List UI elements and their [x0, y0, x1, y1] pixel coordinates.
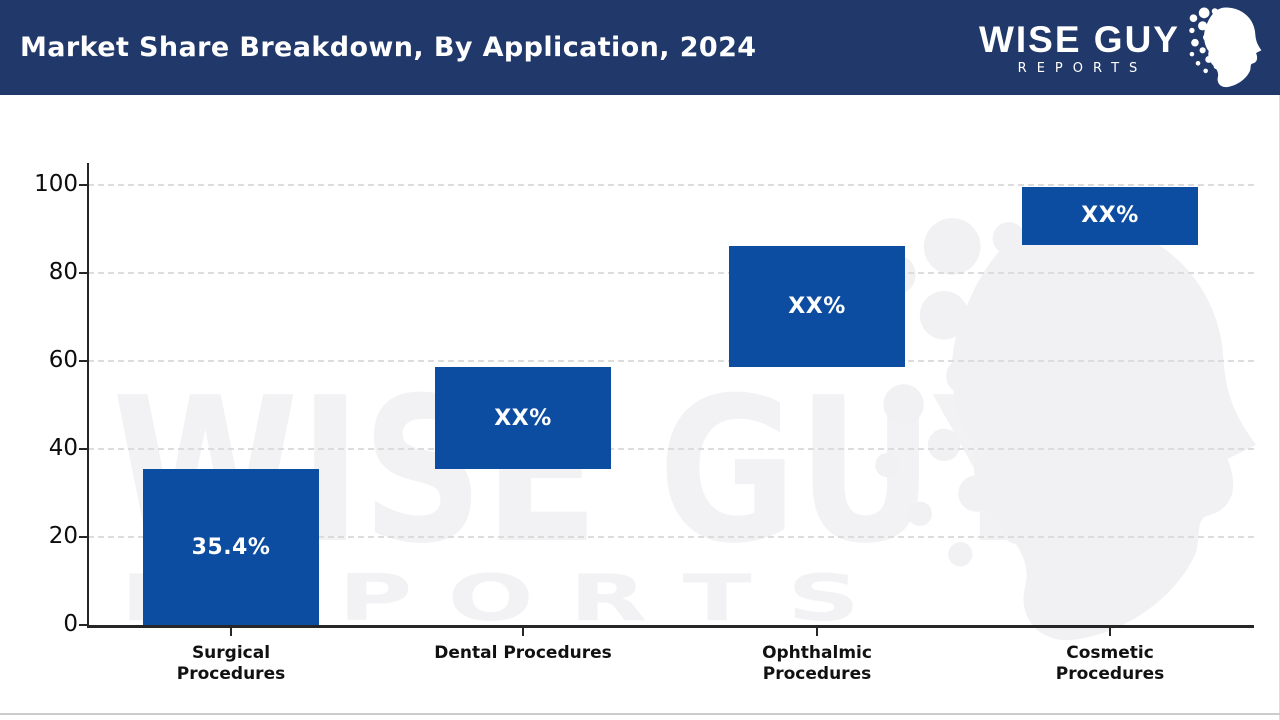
bar-value-label: XX%	[494, 405, 552, 431]
bar-value-label: 35.4%	[191, 534, 271, 560]
bar-segment: XX%	[729, 245, 905, 368]
y-axis-tick	[79, 272, 88, 274]
x-axis-line	[87, 625, 1254, 628]
bar-segment: 35.4%	[143, 469, 319, 625]
x-axis-tick	[1109, 628, 1111, 636]
bar-value-label: XX%	[1081, 203, 1139, 229]
y-axis-tick	[79, 624, 88, 626]
gridline	[88, 272, 1254, 274]
x-axis-category-label: Surgical Procedures	[176, 643, 286, 685]
y-axis-tick-label: 100	[34, 171, 78, 197]
gridline	[88, 536, 1254, 538]
gridline	[88, 448, 1254, 450]
y-axis-tick	[79, 184, 88, 186]
y-axis-tick-label: 40	[48, 435, 78, 461]
x-axis-category-label: Cosmetic Procedures	[1055, 643, 1165, 685]
logo-head-icon	[1189, 7, 1262, 87]
y-axis-tick-label: 60	[48, 347, 78, 373]
x-axis-category-label: Dental Procedures	[434, 643, 612, 663]
x-axis-category-label: Ophthalmic Procedures	[762, 643, 872, 685]
y-axis-line	[87, 163, 89, 625]
logo-wordmark: WISE GUY	[978, 18, 1180, 60]
logo-text: WISE GUY REPORTS	[979, 21, 1180, 75]
bottom-divider	[0, 713, 1280, 715]
y-axis-tick	[79, 536, 88, 538]
x-axis-tick	[230, 628, 232, 636]
y-axis-tick-label: 0	[63, 611, 78, 637]
x-axis-tick	[816, 628, 818, 636]
bar-value-label: XX%	[788, 293, 846, 319]
gridline	[88, 360, 1254, 362]
logo-subtitle: REPORTS	[1017, 60, 1148, 76]
y-axis-tick	[79, 448, 88, 450]
y-axis-tick-label: 20	[48, 523, 78, 549]
y-axis-tick	[79, 360, 88, 362]
wise-guy-reports-logo: WISE GUY REPORTS	[979, 6, 1266, 90]
x-axis-tick	[522, 628, 524, 636]
bar-segment: XX%	[435, 367, 611, 470]
page-title: Market Share Breakdown, By Application, …	[20, 32, 757, 63]
y-axis-tick-label: 80	[48, 259, 78, 285]
chart-canvas: WISE GUY R E P O R T S 0 20 40 60 80 100 35.4%…	[0, 95, 1280, 720]
header-bar: Market Share Breakdown, By Application, …	[0, 0, 1280, 95]
gridline	[88, 184, 1254, 186]
bar-segment: XX%	[1022, 186, 1198, 245]
